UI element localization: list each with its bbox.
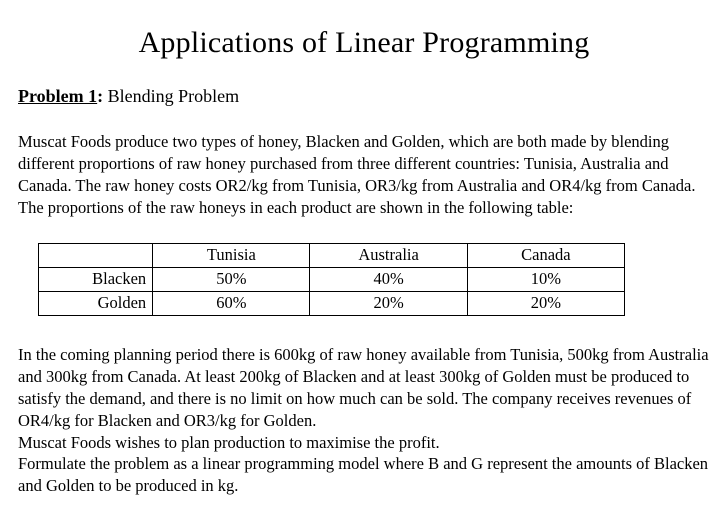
row-label-golden: Golden xyxy=(37,290,154,316)
intro-paragraph: Muscat Foods produce two types of honey,… xyxy=(18,132,696,217)
page-title: Applications of Linear Programming xyxy=(138,26,590,59)
table-row-golden: Golden 60% 20% 20% xyxy=(37,290,626,316)
table-header-australia: Australia xyxy=(309,242,468,268)
problem-heading: Problem 1: Blending Problem xyxy=(18,86,710,107)
table-header-row: Tunisia Australia Canada xyxy=(37,242,626,268)
blacken-tunisia-value: 50% xyxy=(152,266,311,292)
blacken-canada-value: 10% xyxy=(466,266,626,292)
blacken-australia-value: 40% xyxy=(309,266,468,292)
problem-separator: : xyxy=(97,86,108,106)
problem-subtitle: Blending Problem xyxy=(107,86,240,106)
golden-australia-value: 20% xyxy=(309,290,468,316)
table-row-blacken: Blacken 50% 40% 10% xyxy=(37,266,626,292)
golden-canada-value: 20% xyxy=(466,290,626,316)
table-header-empty xyxy=(37,242,154,268)
table-header-tunisia: Tunisia xyxy=(152,242,311,268)
constraints-paragraph: In the coming planning period there is 6… xyxy=(18,344,709,496)
problem-label: Problem 1 xyxy=(18,86,98,106)
table-header-canada: Canada xyxy=(466,242,626,268)
golden-tunisia-value: 60% xyxy=(152,290,311,316)
row-label-blacken: Blacken xyxy=(37,266,154,292)
proportions-table: Tunisia Australia Canada Blacken 50% 40%… xyxy=(37,242,626,316)
